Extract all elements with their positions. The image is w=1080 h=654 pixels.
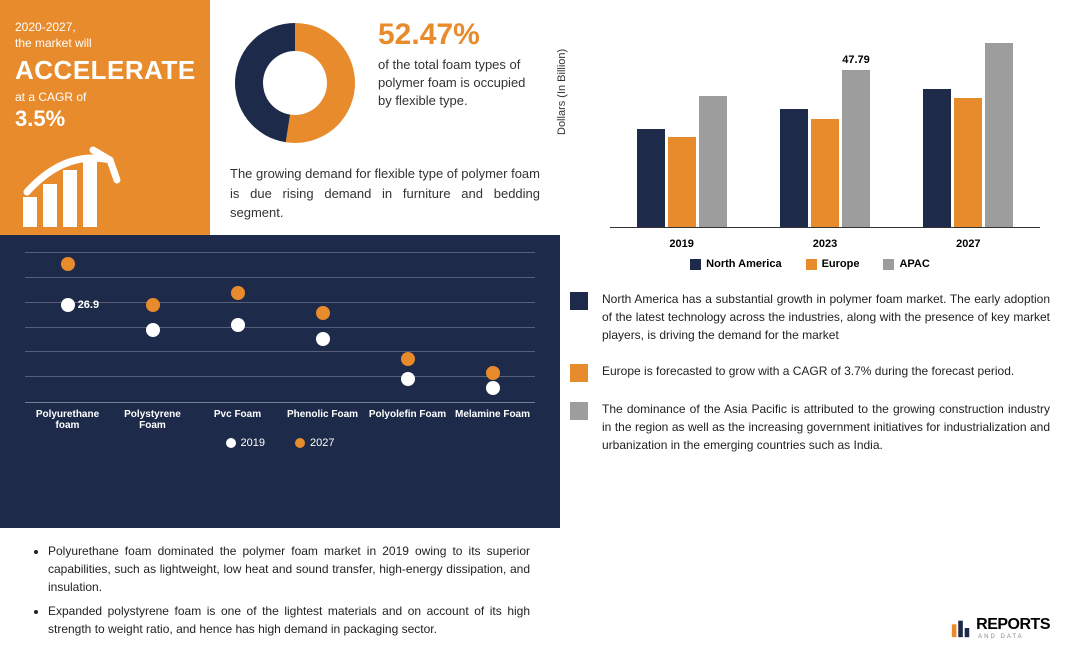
region-bar-chart: Dollars (In Billion) 47.79 201920232027 [570,20,1050,250]
bar-legend: North America Europe APAC [570,258,1050,270]
bar [954,98,982,228]
dot-point [401,352,415,366]
donut-pct-label: 52.47% [378,18,540,52]
dot-value-label: 26.9 [78,299,99,311]
growth-arrow-icon [15,142,195,237]
cagr-period: 2020-2027, [15,20,195,36]
foam-bullets: Polyurethane foam dominated the polymer … [0,528,560,654]
dot-point [486,366,500,380]
foam-type-dot-chart: 26.9 Polyurethane foamPolystyrene FoamPv… [0,235,560,528]
foam-bullet: Polyurethane foam dominated the polymer … [48,542,530,596]
reports-and-data-logo: REPORTS AND DATA [950,616,1050,640]
dot-xlabel: Polyurethane foam [25,409,110,431]
bar [842,70,870,228]
dot-point [401,372,415,386]
bar-group [923,43,1013,228]
dot-point [316,306,330,320]
dot-legend-item: 2019 [226,437,265,449]
region-notes: North America has a substantial growth i… [570,290,1050,472]
bar-value-label: 47.79 [842,54,870,66]
dot-point [231,286,245,300]
cagr-pct: 3.5% [15,106,195,132]
dot-chart-area: 26.9 [25,253,535,403]
bar-xlabels: 2019 2023 2027 [610,238,1040,250]
region-text: The dominance of the Asia Pacific is att… [602,400,1050,454]
dot-point [146,323,160,337]
bar [699,96,727,228]
foam-bullet: Expanded polystyrene foam is one of the … [48,602,530,638]
cagr-callout: 2020-2027, the market will ACCELERATE at… [0,0,210,235]
page-root: 2020-2027, the market will ACCELERATE at… [0,0,1080,654]
bar-xlabel: 2027 [956,238,980,250]
dot-xlabel: Melamine Foam [450,409,535,431]
bar [637,129,665,228]
bar-group [780,70,870,228]
dot-xlabel: Polystyrene Foam [110,409,195,431]
dot-chart-legend: 2019 2027 [25,437,535,449]
bar-legend-item: APAC [883,258,929,270]
donut-row: 52.47% of the total foam types of polyme… [230,18,540,148]
region-color-swatch [570,292,588,310]
dot-xlabel: Pvc Foam [195,409,280,431]
region-color-swatch [570,364,588,382]
dot-point [61,298,75,312]
bar-xlabel: 2019 [669,238,693,250]
dot-chart-xaxis: Polyurethane foamPolystyrene FoamPvc Foa… [25,409,535,431]
donut-caption: The growing demand for flexible type of … [230,164,540,223]
bar-group [637,96,727,228]
donut-text: 52.47% of the total foam types of polyme… [378,18,540,111]
bar-legend-item: Europe [806,258,860,270]
region-color-swatch [570,402,588,420]
bar-baseline [610,227,1040,228]
bar-groups: 47.79 [610,30,1040,228]
bar [923,89,951,228]
dot-point [486,381,500,395]
bar-ylabel: Dollars (In Billion) [556,49,568,135]
bar [780,109,808,228]
dot-legend-item: 2027 [295,437,334,449]
region-text: Europe is forecasted to grow with a CAGR… [602,362,1014,382]
logo-text: REPORTS [976,616,1050,634]
bar-legend-item: North America [690,258,781,270]
bar [811,119,839,228]
region-note: North America has a substantial growth i… [570,290,1050,344]
dot-xlabel: Polyolefin Foam [365,409,450,431]
donut-block: 52.47% of the total foam types of polyme… [210,0,560,235]
region-note: The dominance of the Asia Pacific is att… [570,400,1050,454]
left-column: 2020-2027, the market will ACCELERATE at… [0,0,560,654]
dot-point [146,298,160,312]
cagr-line1: the market will [15,36,195,52]
bar [668,137,696,228]
donut-desc: of the total foam types of polymer foam … [378,56,540,111]
logo-text-wrap: REPORTS AND DATA [976,616,1050,640]
bar-xlabel: 2023 [813,238,837,250]
logo-icon [950,617,972,639]
dot-point [61,257,75,271]
donut-chart [230,18,360,148]
region-note: Europe is forecasted to grow with a CAGR… [570,362,1050,382]
right-column: Dollars (In Billion) 47.79 201920232027 … [560,0,1080,654]
top-row: 2020-2027, the market will ACCELERATE at… [0,0,560,235]
cagr-accelerate: ACCELERATE [15,55,195,86]
cagr-line2: at a CAGR of [15,90,195,104]
bar [985,43,1013,228]
dot-xlabel: Phenolic Foam [280,409,365,431]
logo-sub: AND DATA [978,634,1050,640]
region-text: North America has a substantial growth i… [602,290,1050,344]
dot-point [231,318,245,332]
dot-point [316,332,330,346]
